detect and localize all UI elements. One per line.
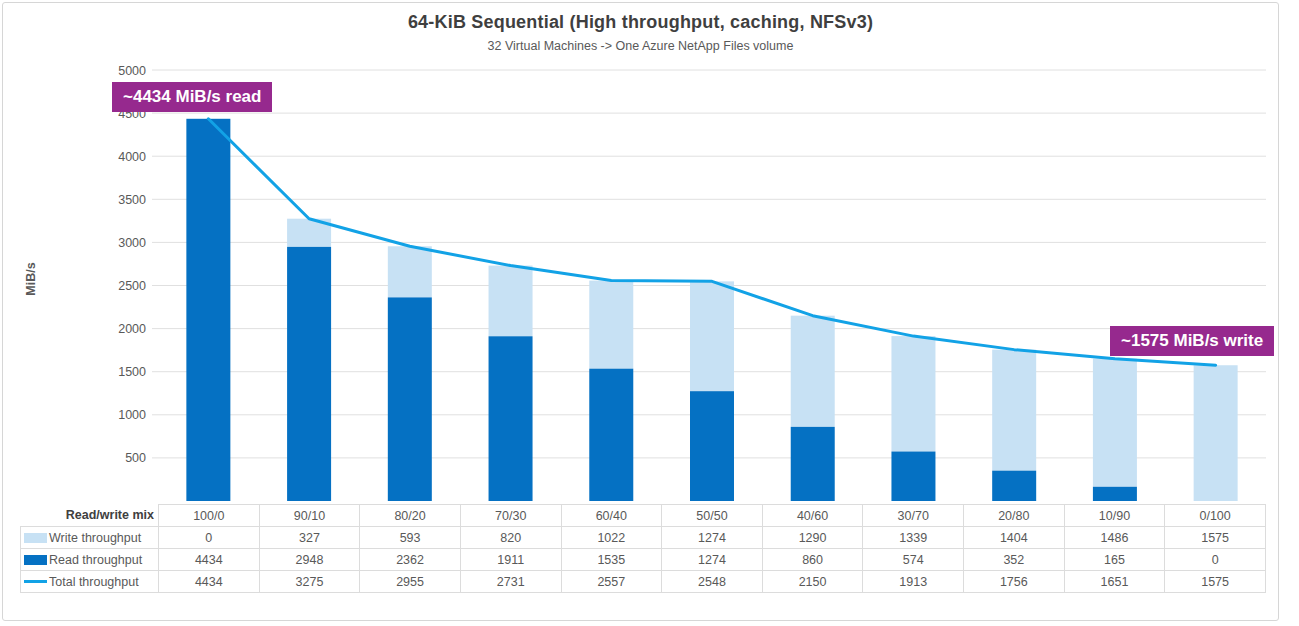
y-tick-label: 2000 bbox=[118, 322, 146, 336]
write-throughput-bar bbox=[791, 316, 835, 427]
write-value-cell: 1404 bbox=[964, 527, 1065, 549]
total-value-cell: 2150 bbox=[762, 571, 863, 593]
read-throughput-bar bbox=[992, 471, 1036, 501]
write-throughput-bar bbox=[992, 350, 1036, 471]
total-legend-swatch-icon bbox=[24, 580, 47, 583]
write-value-cell: 327 bbox=[259, 527, 360, 549]
category-cell: 30/70 bbox=[863, 505, 964, 527]
write-value-cell: 1290 bbox=[762, 527, 863, 549]
read-value-cell: 165 bbox=[1064, 549, 1165, 571]
y-tick-label: 5000 bbox=[118, 64, 146, 78]
total-series-label: Total throughput bbox=[49, 575, 139, 589]
category-cell: 40/60 bbox=[762, 505, 863, 527]
total-value-cell: 1575 bbox=[1165, 571, 1266, 593]
write-peak-callout: ~1575 MiB/s write bbox=[1110, 326, 1274, 356]
y-tick-label: 2500 bbox=[118, 279, 146, 293]
write-throughput-bar bbox=[690, 281, 734, 391]
write-value-cell: 1339 bbox=[863, 527, 964, 549]
write-throughput-row: Write throughput 032759382010221274129013… bbox=[21, 527, 1266, 549]
total-value-cell: 2955 bbox=[360, 571, 461, 593]
write-value-cell: 593 bbox=[360, 527, 461, 549]
read-series-label: Read throughput bbox=[49, 553, 142, 567]
write-legend-swatch-icon bbox=[24, 533, 47, 543]
category-cell: 60/40 bbox=[561, 505, 662, 527]
category-cell: 10/90 bbox=[1064, 505, 1165, 527]
total-value-cell: 1651 bbox=[1064, 571, 1165, 593]
chart-screenshot: 64-KiB Sequential (High throughput, cach… bbox=[0, 0, 1299, 626]
read-value-cell: 4434 bbox=[159, 549, 260, 571]
write-value-cell: 820 bbox=[460, 527, 561, 549]
read-throughput-bar bbox=[891, 452, 935, 501]
read-value-cell: 1911 bbox=[460, 549, 561, 571]
y-tick-label: 3500 bbox=[118, 193, 146, 207]
write-value-cell: 0 bbox=[159, 527, 260, 549]
write-value-cell: 1274 bbox=[662, 527, 763, 549]
read-throughput-bar bbox=[489, 336, 533, 501]
read-value-cell: 860 bbox=[762, 549, 863, 571]
category-cell: 90/10 bbox=[259, 505, 360, 527]
y-tick-label: 4000 bbox=[118, 150, 146, 164]
read-throughput-bar bbox=[186, 119, 230, 501]
total-value-cell: 2731 bbox=[460, 571, 561, 593]
throughput-data-table: Read/write mix100/090/1080/2070/3060/405… bbox=[20, 504, 1266, 593]
y-tick-label: 1000 bbox=[118, 408, 146, 422]
write-value-cell: 1486 bbox=[1064, 527, 1165, 549]
total-value-cell: 3275 bbox=[259, 571, 360, 593]
total-value-cell: 1756 bbox=[964, 571, 1065, 593]
write-throughput-bar bbox=[489, 266, 533, 337]
read-write-mix-row: Read/write mix100/090/1080/2070/3060/405… bbox=[21, 505, 1266, 527]
write-throughput-bar bbox=[589, 281, 633, 369]
read-value-cell: 0 bbox=[1165, 549, 1266, 571]
category-cell: 80/20 bbox=[360, 505, 461, 527]
read-value-cell: 2948 bbox=[259, 549, 360, 571]
write-throughput-bar bbox=[891, 336, 935, 451]
read-throughput-bar bbox=[690, 391, 734, 501]
read-value-cell: 1535 bbox=[561, 549, 662, 571]
category-cell: 70/30 bbox=[460, 505, 561, 527]
total-value-cell: 1913 bbox=[863, 571, 964, 593]
read-legend-swatch-icon bbox=[24, 555, 47, 565]
read-throughput-bar bbox=[1093, 487, 1137, 501]
read-throughput-bar bbox=[287, 247, 331, 501]
read-throughput-bar bbox=[791, 427, 835, 501]
category-cell: 100/0 bbox=[159, 505, 260, 527]
total-legend-cell: Total throughput bbox=[21, 571, 159, 593]
y-tick-label: 500 bbox=[125, 451, 146, 465]
read-value-cell: 2362 bbox=[360, 549, 461, 571]
write-throughput-bar bbox=[1194, 365, 1238, 501]
category-cell: 50/50 bbox=[662, 505, 763, 527]
read-value-cell: 352 bbox=[964, 549, 1065, 571]
write-throughput-bar bbox=[1093, 359, 1137, 487]
write-value-cell: 1022 bbox=[561, 527, 662, 549]
read-legend-cell: Read throughput bbox=[21, 549, 159, 571]
write-legend-cell: Write throughput bbox=[21, 527, 159, 549]
write-series-label: Write throughput bbox=[49, 531, 141, 545]
read-throughput-bar bbox=[388, 297, 432, 501]
row-header-read-write-mix: Read/write mix bbox=[21, 505, 159, 527]
y-tick-label: 1500 bbox=[118, 365, 146, 379]
category-cell: 0/100 bbox=[1165, 505, 1266, 527]
total-value-cell: 4434 bbox=[159, 571, 260, 593]
y-tick-label: 3000 bbox=[118, 236, 146, 250]
total-value-cell: 2548 bbox=[662, 571, 763, 593]
total-throughput-row: Total throughput 443432752955273125572548… bbox=[21, 571, 1266, 593]
read-value-cell: 1274 bbox=[662, 549, 763, 571]
read-peak-callout: ~4434 MiB/s read bbox=[112, 82, 272, 112]
category-cell: 20/80 bbox=[964, 505, 1065, 527]
write-value-cell: 1575 bbox=[1165, 527, 1266, 549]
read-value-cell: 574 bbox=[863, 549, 964, 571]
write-throughput-bar bbox=[388, 246, 432, 297]
total-value-cell: 2557 bbox=[561, 571, 662, 593]
read-throughput-row: Read throughput 4434294823621911153512748… bbox=[21, 549, 1266, 571]
read-throughput-bar bbox=[589, 369, 633, 501]
